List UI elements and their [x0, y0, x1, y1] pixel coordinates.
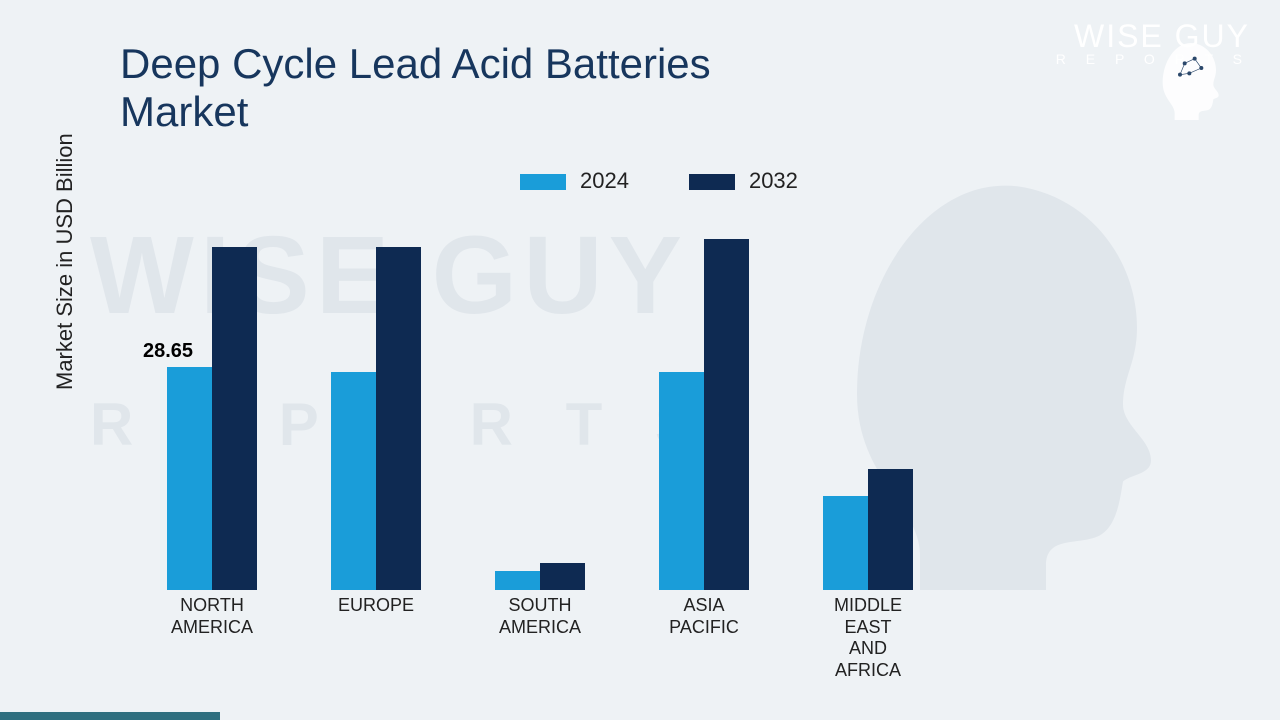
- legend-item-2032: 2032: [689, 168, 798, 194]
- bar: [376, 247, 421, 590]
- footer-accent-bar: [0, 712, 220, 720]
- x-axis-label: EUROPE: [306, 595, 446, 617]
- bar: [212, 247, 257, 590]
- plot-region: 28.65NORTHAMERICAEUROPESOUTHAMERICAASIAP…: [130, 200, 950, 590]
- bar: [704, 239, 749, 590]
- legend-label-2024: 2024: [580, 168, 629, 193]
- bar: [823, 496, 868, 590]
- x-axis-label: SOUTHAMERICA: [470, 595, 610, 638]
- bar: [659, 372, 704, 590]
- chart-area: 28.65NORTHAMERICAEUROPESOUTHAMERICAASIAP…: [130, 200, 950, 590]
- chart-legend: 2024 2032: [520, 168, 798, 194]
- x-axis-label: NORTHAMERICA: [142, 595, 282, 638]
- bar: [167, 367, 212, 590]
- bar: [495, 571, 540, 591]
- legend-swatch-2032: [689, 174, 735, 190]
- x-axis-label: MIDDLEEASTANDAFRICA: [798, 595, 938, 681]
- brand-logo: WISE GUY R E P O R T S: [1056, 18, 1250, 67]
- x-axis-label: ASIAPACIFIC: [634, 595, 774, 638]
- y-axis-label: Market Size in USD Billion: [52, 133, 78, 390]
- brand-head-icon: [1148, 40, 1228, 120]
- page-root: WISE GUY R E P O R T S Deep Cycle Lead A…: [0, 0, 1280, 720]
- bar: [331, 372, 376, 590]
- bar: [540, 563, 585, 590]
- bar: [868, 469, 913, 590]
- legend-label-2032: 2032: [749, 168, 798, 193]
- chart-title: Deep Cycle Lead Acid Batteries Market: [120, 40, 770, 137]
- legend-item-2024: 2024: [520, 168, 629, 194]
- bar-value-label: 28.65: [143, 340, 193, 363]
- legend-swatch-2024: [520, 174, 566, 190]
